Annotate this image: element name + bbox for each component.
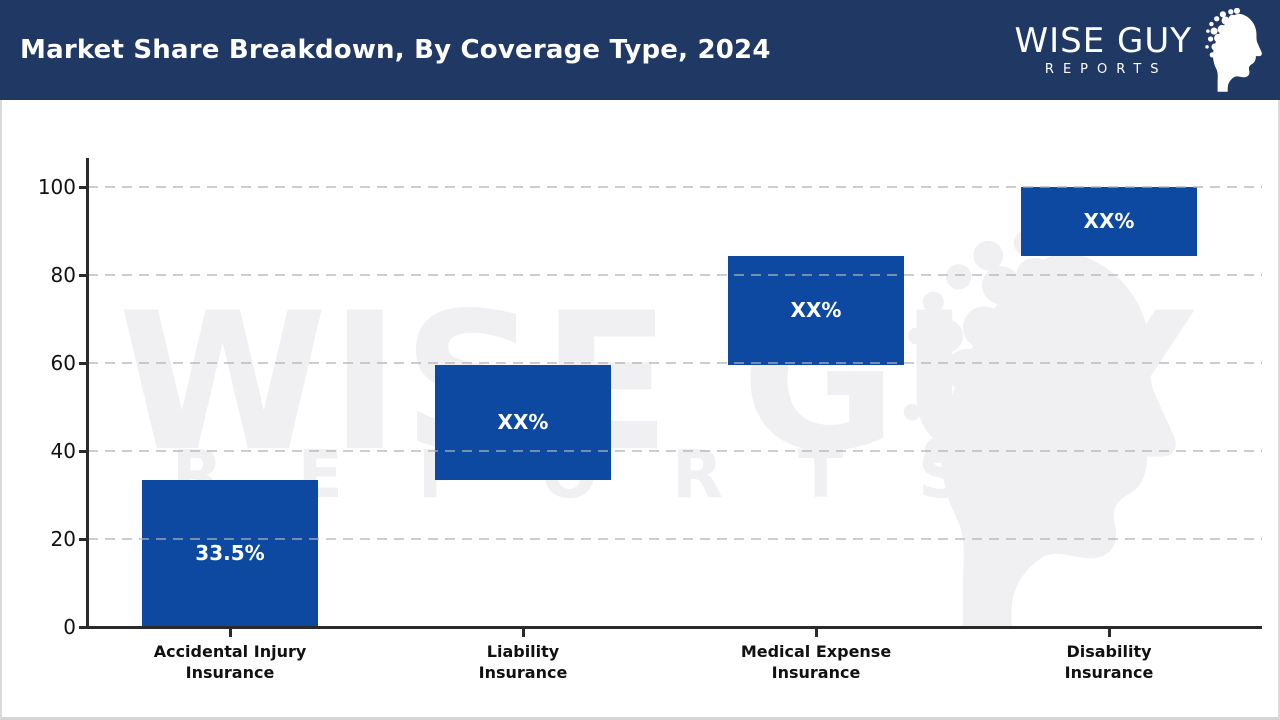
gridline bbox=[88, 274, 1262, 277]
bar-label-medical-expense: XX% bbox=[790, 297, 842, 322]
x-tick bbox=[522, 628, 525, 637]
bar-label-accidental-injury: 33.5% bbox=[195, 540, 265, 565]
y-tick-label: 0 bbox=[63, 615, 76, 639]
x-category-label-disability: Disability Insurance bbox=[1064, 642, 1154, 682]
y-tick bbox=[79, 538, 88, 541]
logo-wordmark: WISE GUY bbox=[1014, 20, 1192, 61]
bar-medical-expense bbox=[728, 255, 904, 366]
bar-label-liability: XX% bbox=[497, 410, 549, 435]
y-tick-label: 40 bbox=[50, 439, 76, 464]
x-tick bbox=[1108, 628, 1111, 637]
x-category-label-accidental-injury: Accidental Injury Insurance bbox=[153, 642, 307, 682]
x-category-label-medical-expense: Medical Expense Insurance bbox=[740, 642, 892, 682]
y-tick bbox=[79, 626, 88, 629]
x-axis bbox=[86, 626, 1262, 629]
y-tick bbox=[79, 362, 88, 365]
y-axis bbox=[86, 158, 89, 629]
y-tick bbox=[79, 274, 88, 277]
y-tick-label: 100 bbox=[37, 175, 76, 200]
page-title: Market Share Breakdown, By Coverage Type… bbox=[20, 35, 771, 65]
gridline bbox=[88, 450, 1262, 453]
wiseguy-logo: WISE GUY REPORTS bbox=[1014, 0, 1266, 100]
wiseguy-head-icon bbox=[1205, 8, 1262, 92]
watermark-head-icon bbox=[903, 226, 1176, 628]
bar-disability bbox=[1021, 187, 1197, 256]
logo-subtitle: REPORTS bbox=[1044, 61, 1168, 77]
y-tick bbox=[79, 450, 88, 453]
y-tick-label: 20 bbox=[50, 527, 76, 552]
bar-liability bbox=[435, 365, 611, 480]
x-tick bbox=[229, 628, 232, 637]
y-tick-label: 60 bbox=[50, 351, 76, 376]
y-tick-label: 80 bbox=[50, 263, 76, 288]
gridline bbox=[88, 362, 1262, 365]
gridline bbox=[88, 186, 1262, 189]
x-category-label-liability: Liability Insurance bbox=[478, 642, 568, 682]
wiseguy-logo-text: WISE GUY REPORTS bbox=[1014, 24, 1192, 77]
bar-label-disability: XX% bbox=[1083, 209, 1135, 234]
gridline bbox=[88, 538, 1262, 541]
bar-accidental-injury bbox=[142, 479, 318, 627]
x-tick bbox=[815, 628, 818, 637]
y-tick bbox=[79, 186, 88, 189]
header-bar: Market Share Breakdown, By Coverage Type… bbox=[0, 0, 1280, 100]
